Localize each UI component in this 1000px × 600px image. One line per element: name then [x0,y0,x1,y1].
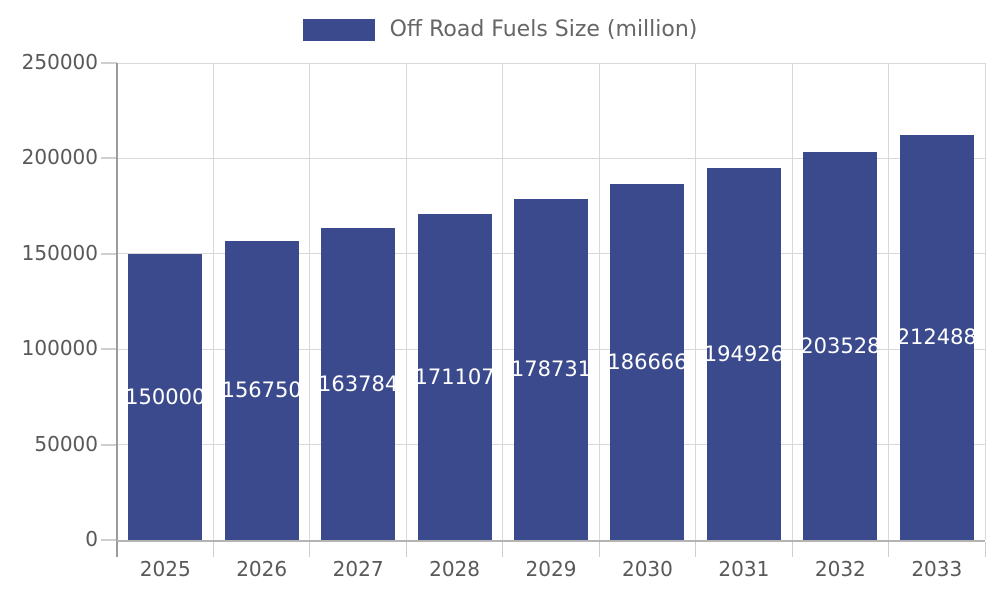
bar-2026[interactable]: 156750 [224,240,299,540]
y-tick-label: 150000 [21,240,98,265]
x-tick-label: 2027 [332,557,384,581]
y-tick-mark [101,62,117,64]
gridline-vertical [309,63,311,540]
x-axis-line [117,540,985,542]
bar-value-label: 156750 [224,378,299,403]
y-tick-label: 100000 [21,336,98,361]
x-tick-label: 2032 [814,557,866,581]
y-tick-mark [101,252,117,255]
gridline-vertical [502,63,504,540]
bar-2030[interactable]: 186666 [610,183,685,540]
x-tick-label: 2026 [236,557,288,581]
chart-legend: Off Road Fuels Size (million) [0,16,1000,44]
bar-value-label: 150000 [128,384,203,409]
gridline-vertical [888,63,890,540]
x-tick-mark [598,542,600,557]
bar-value-label: 194926 [706,342,781,367]
y-tick-mark [101,443,117,446]
bar-value-label: 171107 [417,364,492,389]
x-tick-mark [695,542,697,557]
gridline-horizontal [117,157,985,159]
y-tick-label: 50000 [34,431,98,456]
x-tick-mark [405,542,407,557]
x-tick-label: 2028 [429,557,480,581]
legend-item-off-road-fuels[interactable]: Off Road Fuels Size (million) [302,16,698,44]
legend-label: Off Road Fuels Size (million) [389,17,698,42]
bar-value-label: 178731 [514,357,588,382]
legend-swatch-icon [302,19,375,41]
y-tick-label: 250000 [21,50,98,74]
bar-2033[interactable]: 212488 [899,134,974,540]
bar-value-label: 203528 [803,333,878,358]
x-tick-mark [888,542,890,557]
x-tick-mark [502,542,504,557]
bar-value-label: 212488 [899,325,974,350]
y-axis-line [116,63,118,557]
bar-2029[interactable]: 178731 [514,198,588,540]
x-tick-mark [309,542,311,557]
bar-2025[interactable]: 150000 [128,253,203,540]
bar-2027[interactable]: 163784 [321,227,396,540]
bar-2028[interactable]: 171107 [417,213,492,540]
bar-value-label: 186666 [610,349,685,374]
gridline-vertical [984,63,986,540]
x-tick-mark [791,542,793,557]
y-tick-mark [101,348,117,351]
bar-2031[interactable]: 194926 [706,168,781,540]
y-tick-label: 200000 [21,145,98,170]
y-tick-mark [101,157,117,160]
gridline-vertical [695,63,697,540]
x-tick-label: 2030 [621,557,673,581]
x-tick-mark [212,542,214,557]
x-tick-label: 2025 [139,557,191,581]
gridline-vertical [212,63,214,540]
gridline-vertical [791,63,793,540]
x-tick-mark [984,542,986,557]
x-tick-label: 2033 [911,557,963,581]
y-tick-mark [101,539,117,541]
x-tick-label: 2031 [718,557,770,581]
gridline-horizontal [117,62,985,64]
x-tick-label: 2029 [525,557,577,581]
y-tick-label: 0 [85,527,98,551]
gridline-vertical [598,63,600,540]
gridline-vertical [405,63,407,540]
bar-value-label: 163784 [321,371,396,396]
bar-2032[interactable]: 203528 [803,151,878,540]
